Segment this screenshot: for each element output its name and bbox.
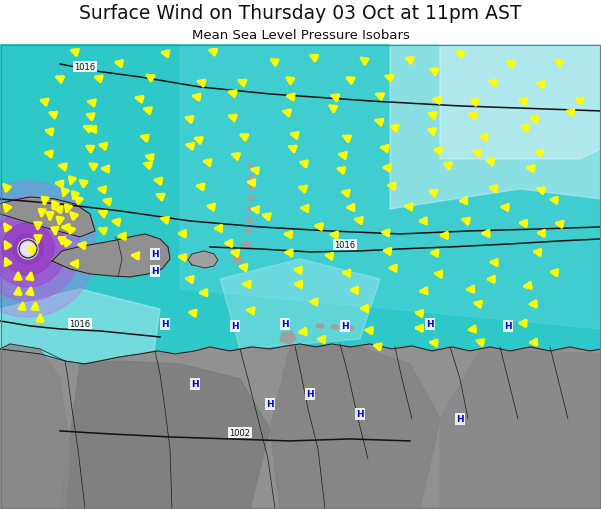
- Ellipse shape: [331, 325, 339, 329]
- Text: H: H: [306, 390, 314, 399]
- Circle shape: [22, 243, 34, 256]
- Polygon shape: [180, 45, 601, 329]
- Polygon shape: [0, 290, 160, 429]
- Text: H: H: [191, 380, 199, 389]
- Text: H: H: [504, 322, 512, 331]
- Polygon shape: [280, 331, 296, 344]
- Text: 1002: 1002: [230, 428, 251, 437]
- Text: H: H: [456, 415, 464, 423]
- Circle shape: [0, 212, 66, 288]
- Ellipse shape: [316, 324, 324, 328]
- Circle shape: [18, 239, 38, 260]
- Ellipse shape: [242, 242, 250, 247]
- Polygon shape: [0, 344, 70, 509]
- Text: Mean Sea Level Pressure Isobars: Mean Sea Level Pressure Isobars: [192, 30, 409, 42]
- Text: 1016: 1016: [75, 63, 96, 72]
- Circle shape: [2, 223, 54, 275]
- Ellipse shape: [248, 186, 254, 189]
- Ellipse shape: [246, 208, 254, 212]
- Ellipse shape: [246, 218, 252, 222]
- Circle shape: [0, 197, 80, 301]
- Ellipse shape: [248, 176, 254, 179]
- Text: H: H: [151, 267, 159, 276]
- Polygon shape: [52, 235, 170, 277]
- Text: H: H: [341, 322, 349, 331]
- Text: Surface Wind on Thursday 03 Oct at 11pm AST: Surface Wind on Thursday 03 Oct at 11pm …: [79, 4, 522, 23]
- Ellipse shape: [346, 326, 354, 330]
- Polygon shape: [440, 45, 601, 160]
- Polygon shape: [188, 251, 218, 268]
- Text: H: H: [266, 400, 274, 409]
- Polygon shape: [60, 361, 270, 509]
- Text: H: H: [151, 250, 159, 259]
- Polygon shape: [233, 257, 243, 264]
- Polygon shape: [220, 260, 380, 349]
- Polygon shape: [0, 197, 95, 238]
- Circle shape: [13, 235, 43, 264]
- Text: H: H: [356, 410, 364, 418]
- Text: 1016: 1016: [334, 240, 356, 249]
- Circle shape: [0, 182, 96, 317]
- Ellipse shape: [248, 196, 254, 201]
- Text: 1016: 1016: [70, 319, 91, 328]
- Polygon shape: [440, 351, 601, 509]
- Text: H: H: [281, 320, 289, 329]
- Text: H: H: [231, 322, 239, 331]
- Text: H: H: [161, 320, 169, 329]
- Text: H: H: [426, 320, 434, 329]
- Polygon shape: [0, 344, 601, 509]
- Polygon shape: [270, 346, 440, 509]
- Ellipse shape: [248, 165, 252, 168]
- Polygon shape: [390, 45, 601, 210]
- Ellipse shape: [245, 230, 251, 234]
